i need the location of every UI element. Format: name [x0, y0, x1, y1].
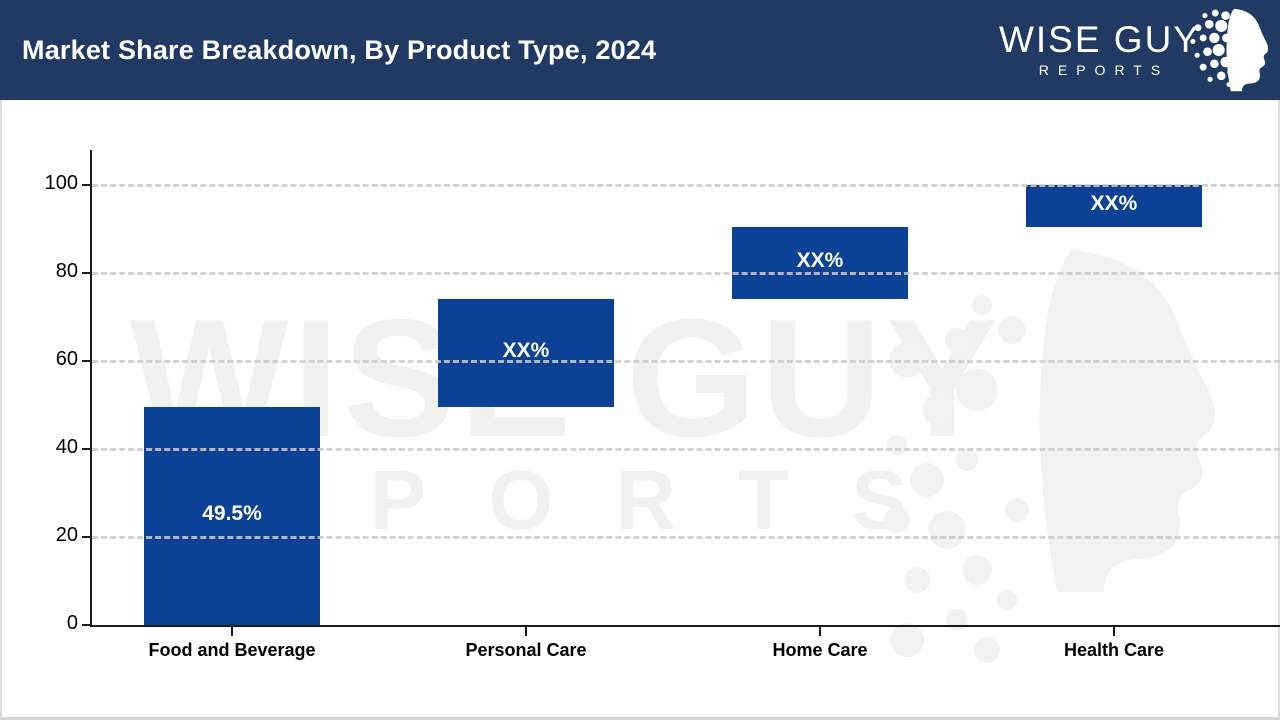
y-tick-label-40: 40 [55, 436, 78, 458]
y-tick-label-80: 80 [55, 260, 78, 282]
gridline-60 [92, 360, 1280, 363]
y-tick-label-0: 0 [66, 612, 78, 634]
logo-text: WISE GUY REPORTS [999, 21, 1200, 79]
x-axis-label-1: Personal Care [465, 640, 587, 660]
x-tick-3 [1113, 627, 1115, 636]
bar-value-label: XX% [502, 339, 550, 363]
logo-head-icon [1190, 8, 1269, 92]
bar-value-label: 49.5% [202, 502, 262, 526]
gridline-20 [92, 536, 1280, 539]
market-share-chart: WISE GUY PORTS 0 20 40 60 80 100 49.5% Food and… [2, 100, 1280, 720]
y-tick-40 [82, 448, 91, 450]
header-bar: Market Share Breakdown, By Product Type,… [0, 0, 1280, 100]
bar-personal-care [438, 299, 614, 408]
y-axis-line [90, 150, 92, 627]
x-axis-label-0: Food and Beverage [148, 640, 316, 660]
wise-guy-reports-logo: WISE GUY REPORTS [999, 6, 1280, 94]
x-tick-2 [819, 627, 821, 636]
bar-food-and-beverage [144, 407, 320, 625]
y-tick-label-100: 100 [44, 172, 78, 194]
logo-subtitle: REPORTS [1038, 62, 1170, 78]
gridline-80 [92, 272, 1280, 275]
y-tick-100 [82, 184, 91, 186]
y-tick-20 [82, 536, 91, 538]
x-tick-1 [525, 627, 527, 636]
page-title: Market Share Breakdown, By Product Type,… [22, 34, 657, 65]
y-tick-label-60: 60 [55, 348, 78, 370]
gridline-40 [92, 448, 1280, 451]
x-tick-0 [231, 627, 233, 636]
logo-wordmark: WISE GUY [998, 19, 1200, 60]
x-axis-line [90, 625, 1280, 627]
bar-health-care [1026, 185, 1202, 227]
bar-home-care [732, 226, 908, 300]
page-body: WISE GUY PORTS 0 20 40 60 80 100 49.5% Food and… [0, 100, 1280, 720]
watermark-subtitle: PORTS [370, 453, 970, 547]
bar-value-label: XX% [1090, 191, 1138, 215]
gridline-100 [92, 184, 1280, 187]
bar-value-label: XX% [796, 249, 844, 273]
x-axis-label-3: Health Care [1063, 640, 1165, 660]
y-tick-80 [82, 272, 91, 274]
y-tick-60 [82, 360, 91, 362]
y-tick-label-20: 20 [55, 524, 78, 546]
y-tick-0 [82, 624, 91, 626]
x-axis-label-2: Home Care [772, 640, 868, 660]
